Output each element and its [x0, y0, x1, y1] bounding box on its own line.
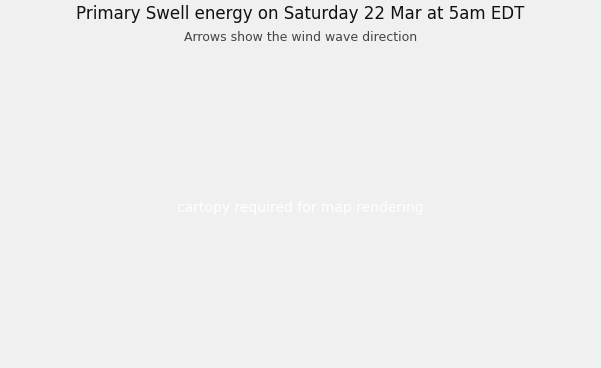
Text: Primary Swell energy on Saturday 22 Mar at 5am EDT: Primary Swell energy on Saturday 22 Mar …	[76, 6, 525, 23]
Text: Arrows show the wind wave direction: Arrows show the wind wave direction	[184, 31, 417, 44]
Text: cartopy required for map rendering: cartopy required for map rendering	[177, 201, 424, 215]
